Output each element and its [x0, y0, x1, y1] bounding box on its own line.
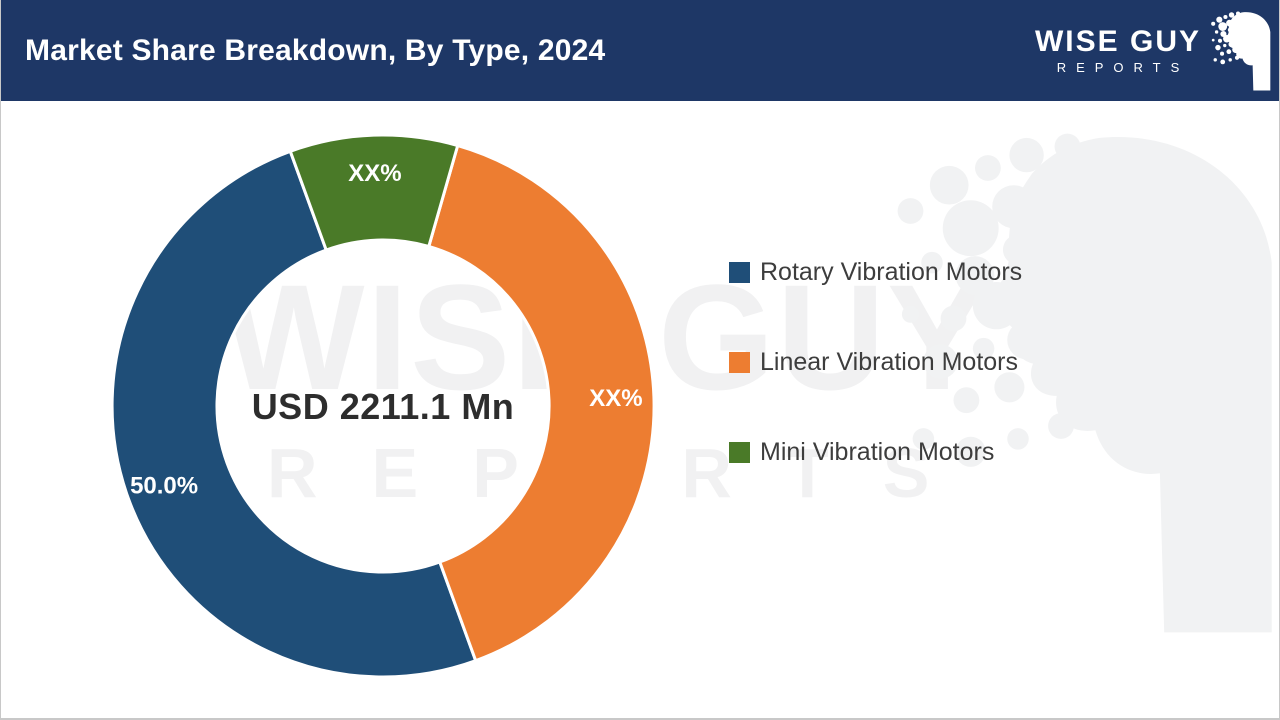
wiseguy-face-icon: [1211, 11, 1271, 90]
donut-segment-0: [110, 149, 478, 679]
legend-label: Mini Vibration Motors: [760, 437, 995, 466]
legend-item-2: Mini Vibration Motors: [729, 437, 1022, 466]
logo-wiseguy-label: WISE GUY: [1034, 25, 1201, 58]
logo-reports-label: REPORTS: [1056, 60, 1190, 75]
segment-percent-label: XX%: [348, 160, 401, 187]
header-bar: Market Share Breakdown, By Type, 2024 WI…: [1, 0, 1279, 101]
donut-segment-1: [427, 144, 656, 663]
legend-item-1: Linear Vibration Motors: [729, 347, 1022, 376]
wiseguy-logo-text: WISE GUY REPORTS: [1034, 25, 1201, 75]
legend-label: Linear Vibration Motors: [760, 347, 1019, 376]
legend-swatch-icon: [729, 441, 750, 463]
chart-center-value: USD 2211.1 Mn: [251, 386, 515, 427]
legend-label: Rotary Vibration Motors: [760, 257, 1023, 286]
page-title: Market Share Breakdown, By Type, 2024: [25, 33, 606, 67]
legend-swatch-icon: [729, 351, 750, 373]
legend: Rotary Vibration Motors Linear Vibration …: [729, 257, 1023, 530]
wiseguy-logo: WISE GUY REPORTS: [1035, 10, 1271, 92]
legend-swatch-icon: [729, 261, 750, 283]
segment-percent-label: XX%: [589, 385, 642, 412]
legend-item-0: Rotary Vibration Motors: [729, 257, 1023, 286]
donut-segment-2: [288, 133, 460, 252]
segment-percent-label: 50.0%: [130, 473, 198, 500]
